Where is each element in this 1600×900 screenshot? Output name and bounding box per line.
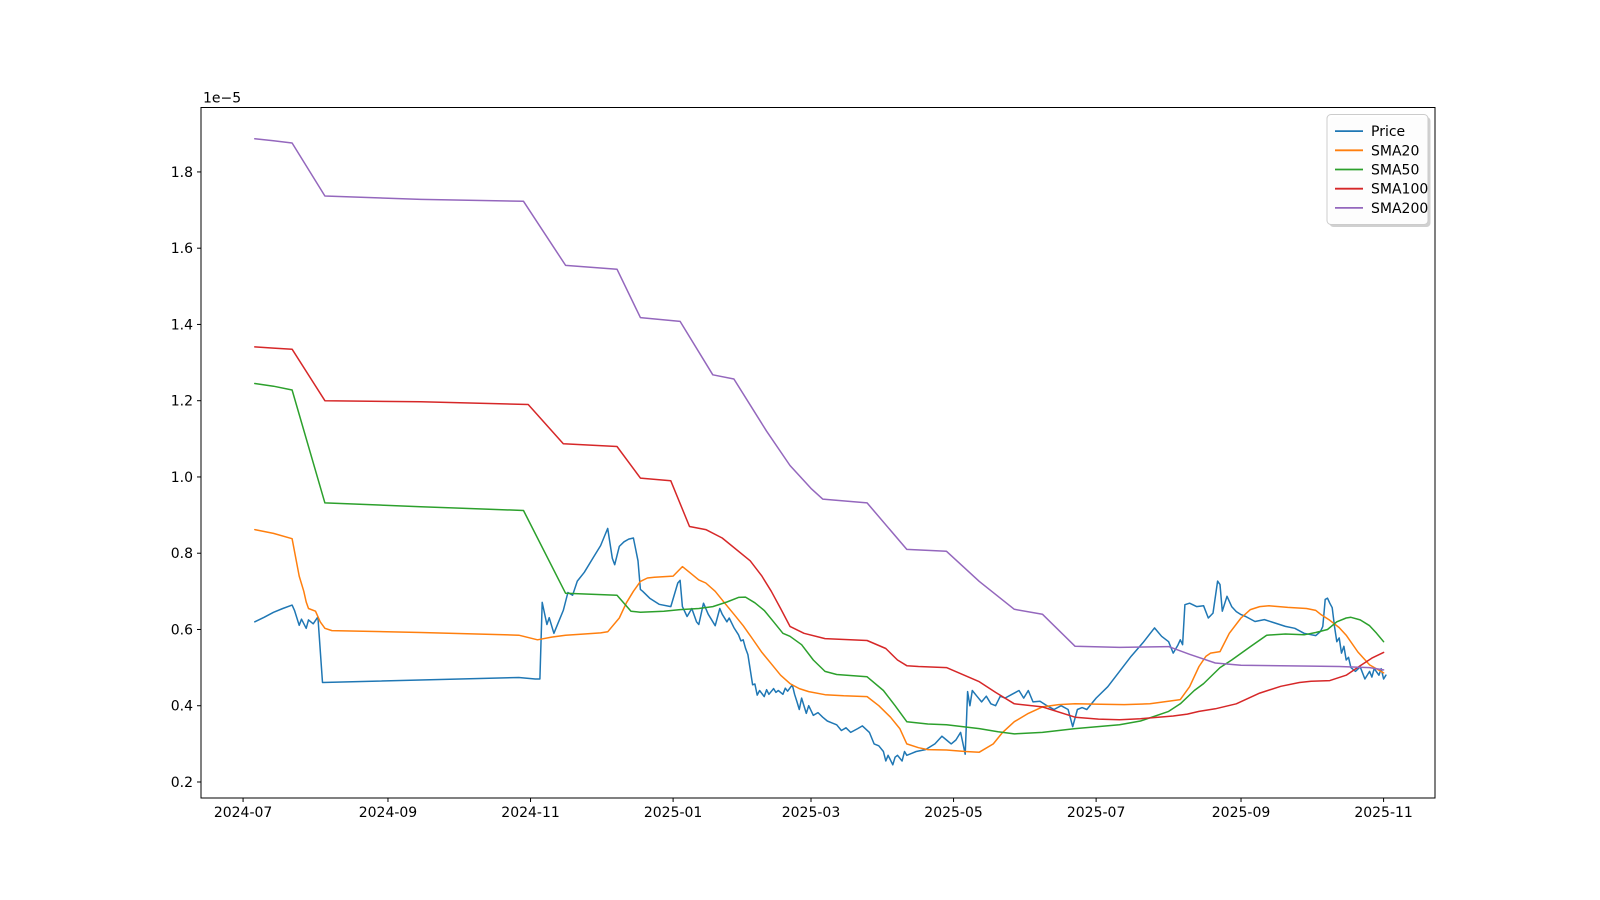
series-line-sma200 — [254, 138, 1385, 671]
x-tick-label: 2025-09 — [1212, 805, 1271, 821]
x-tick-label: 2024-07 — [214, 805, 273, 821]
axes-spines — [200, 107, 1436, 799]
y-tick-label: 1.8 — [171, 165, 193, 181]
legend-label: SMA200 — [1371, 201, 1428, 217]
series-line-sma20 — [254, 528, 1385, 753]
x-axis: 2024-07 2024-09 2024-11 2025-01 2025-03 2025-… — [214, 798, 1413, 821]
y-tick-label: 0.4 — [171, 699, 193, 715]
y-axis: 0.2 0.4 0.6 0.8 1.0 1.2 1.4 1.6 1.8 — [171, 165, 201, 791]
y-tick-label: 1.4 — [171, 317, 193, 333]
x-tick-label: 2025-11 — [1354, 805, 1413, 821]
legend-label: Price — [1371, 124, 1405, 140]
legend-label: SMA20 — [1371, 143, 1419, 159]
y-tick-label: 1.6 — [171, 241, 193, 257]
y-tick-label: 0.8 — [171, 546, 193, 562]
legend: Price SMA20 SMA50 SMA100 SMA200 — [1326, 114, 1431, 227]
x-tick-label: 2025-07 — [1067, 805, 1126, 821]
series-line-sma100 — [254, 346, 1385, 721]
legend-label: SMA100 — [1371, 182, 1428, 198]
x-tick-label: 2024-09 — [359, 805, 418, 821]
x-tick-label: 2024-11 — [501, 805, 560, 821]
legend-frame — [1326, 114, 1429, 225]
y-tick-label: 1.0 — [171, 470, 193, 486]
series-line-sma50 — [254, 382, 1385, 735]
x-tick-label: 2025-03 — [782, 805, 841, 821]
series-line-price — [254, 527, 1387, 766]
y-tick-label: 0.2 — [171, 775, 193, 791]
legend-label: SMA50 — [1371, 163, 1419, 179]
plot-lines — [254, 138, 1387, 766]
x-tick-label: 2025-05 — [924, 805, 983, 821]
y-tick-label: 0.6 — [171, 622, 193, 638]
y-axis-offset-text: 1e−5 — [203, 91, 241, 107]
y-tick-label: 1.2 — [171, 394, 193, 410]
x-tick-label: 2025-01 — [644, 805, 703, 821]
